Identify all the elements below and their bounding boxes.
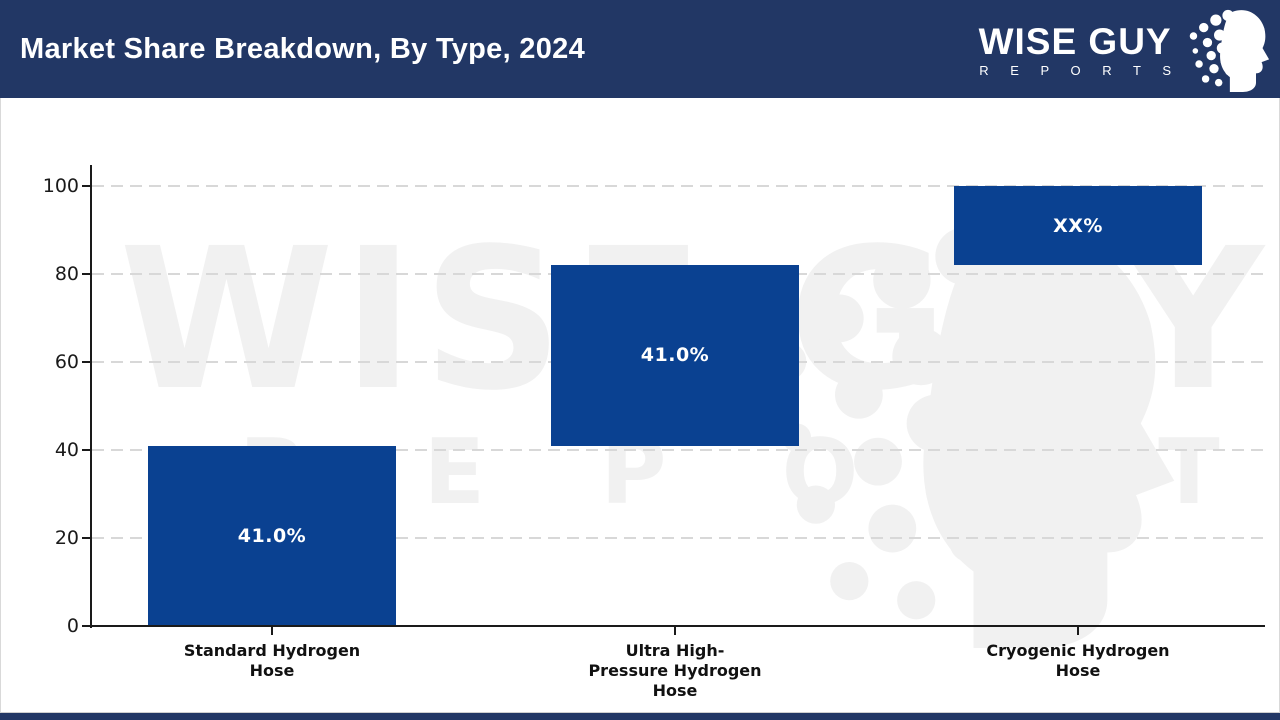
y-tick-mark (82, 449, 90, 451)
header-bar: Market Share Breakdown, By Type, 2024 WI… (0, 0, 1280, 98)
brand-logo: WISE GUY R E P O R T S (970, 21, 1180, 79)
bar-segment: 41.0% (148, 445, 396, 626)
chart-figure: WISE GUY R E P O R T S 02040608010041.0%… (0, 98, 1280, 713)
page-title: Market Share Breakdown, By Type, 2024 (20, 32, 586, 65)
gridline (92, 449, 1263, 451)
y-tick-label: 100 (42, 175, 79, 197)
y-tick-mark (82, 537, 90, 539)
y-tick-label: 20 (54, 527, 79, 549)
y-tick-label: 40 (54, 439, 79, 461)
plot-area: 0 20 40 60 80 100 41.0% Standard Hydrogen Hose 4… (1, 98, 1279, 712)
y-tick-mark (82, 625, 90, 627)
bar-value-label: 41.0% (237, 524, 307, 547)
y-axis-line (90, 165, 92, 628)
watermark-face-icon (768, 227, 1175, 648)
y-tick-mark (82, 361, 90, 363)
bar-segment: 41.0% (551, 265, 799, 446)
x-tick-mark (1077, 627, 1079, 635)
y-tick-mark (82, 185, 90, 187)
gridline (92, 185, 1263, 187)
x-axis-line (90, 625, 1265, 627)
x-category-label: Ultra High- Pressure Hydrogen Hose (588, 641, 762, 700)
gridline (92, 537, 1263, 539)
y-tick-label: 0 (66, 615, 79, 637)
bar-segment: XX% (954, 186, 1202, 266)
brand-subtitle: R E P O R T S (979, 63, 1180, 78)
y-tick-label: 60 (54, 351, 79, 373)
bar-value-label: XX% (1053, 214, 1103, 237)
footer-accent-bar (0, 713, 1280, 720)
x-category-label: Standard Hydrogen Hose (183, 641, 361, 680)
x-tick-mark (271, 627, 273, 635)
x-tick-mark (674, 627, 676, 635)
bar-value-label: 41.0% (640, 344, 710, 367)
y-tick-label: 80 (54, 263, 79, 285)
brand-name: WISE GUY (978, 21, 1172, 62)
x-category-label: Cryogenic Hydrogen Hose (986, 641, 1170, 680)
y-tick-mark (82, 273, 90, 275)
face-profile-logo-icon (1189, 9, 1270, 93)
